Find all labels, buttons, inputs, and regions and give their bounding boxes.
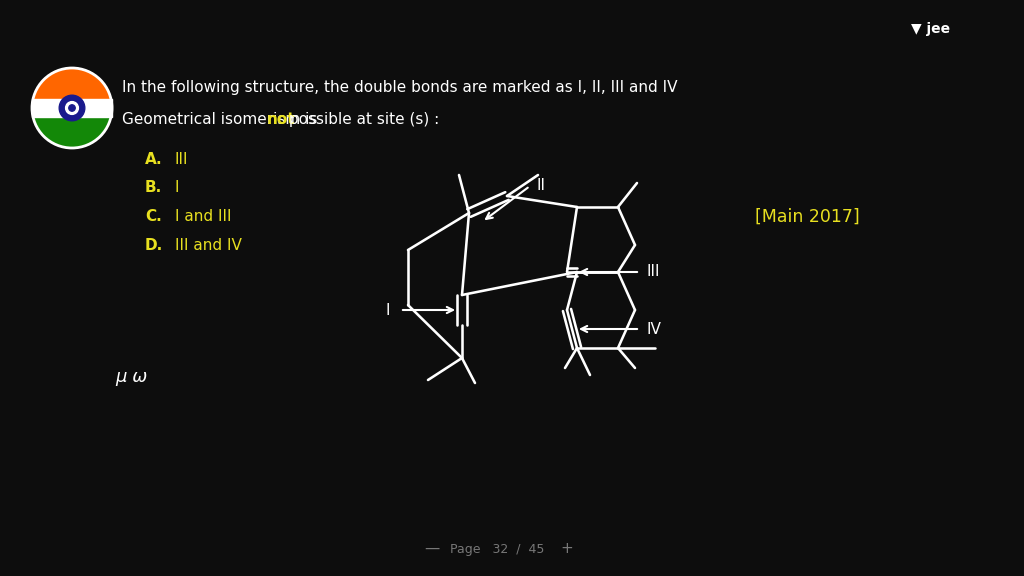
Text: In the following structure, the double bonds are marked as I, II, III and IV: In the following structure, the double b…	[122, 80, 678, 95]
Text: A.: A.	[145, 152, 163, 167]
Wedge shape	[32, 108, 112, 148]
Text: IV: IV	[646, 321, 660, 336]
Text: ▼ jee: ▼ jee	[911, 22, 950, 36]
Text: III and IV: III and IV	[175, 237, 242, 252]
Text: not: not	[267, 112, 296, 127]
Circle shape	[66, 101, 79, 115]
Text: Geometrical isomerism is: Geometrical isomerism is	[122, 112, 323, 127]
Text: I: I	[385, 302, 390, 317]
Text: B.: B.	[145, 180, 162, 195]
Bar	[32, 99, 112, 117]
Text: I: I	[175, 180, 179, 195]
Circle shape	[69, 105, 75, 111]
Text: —: —	[424, 541, 439, 556]
Circle shape	[59, 95, 85, 121]
Text: C.: C.	[145, 209, 162, 224]
Text: +: +	[560, 541, 573, 556]
Text: I and III: I and III	[175, 209, 231, 224]
Wedge shape	[32, 68, 112, 108]
Text: III: III	[175, 152, 188, 167]
Text: Page   32  /  45: Page 32 / 45	[450, 543, 544, 556]
Text: III: III	[646, 264, 659, 279]
Text: possible at site (s) :: possible at site (s) :	[285, 112, 439, 127]
Text: μ ω: μ ω	[115, 368, 147, 386]
Text: II: II	[536, 178, 545, 193]
Text: [Main 2017]: [Main 2017]	[755, 208, 860, 226]
Text: D.: D.	[145, 237, 163, 252]
